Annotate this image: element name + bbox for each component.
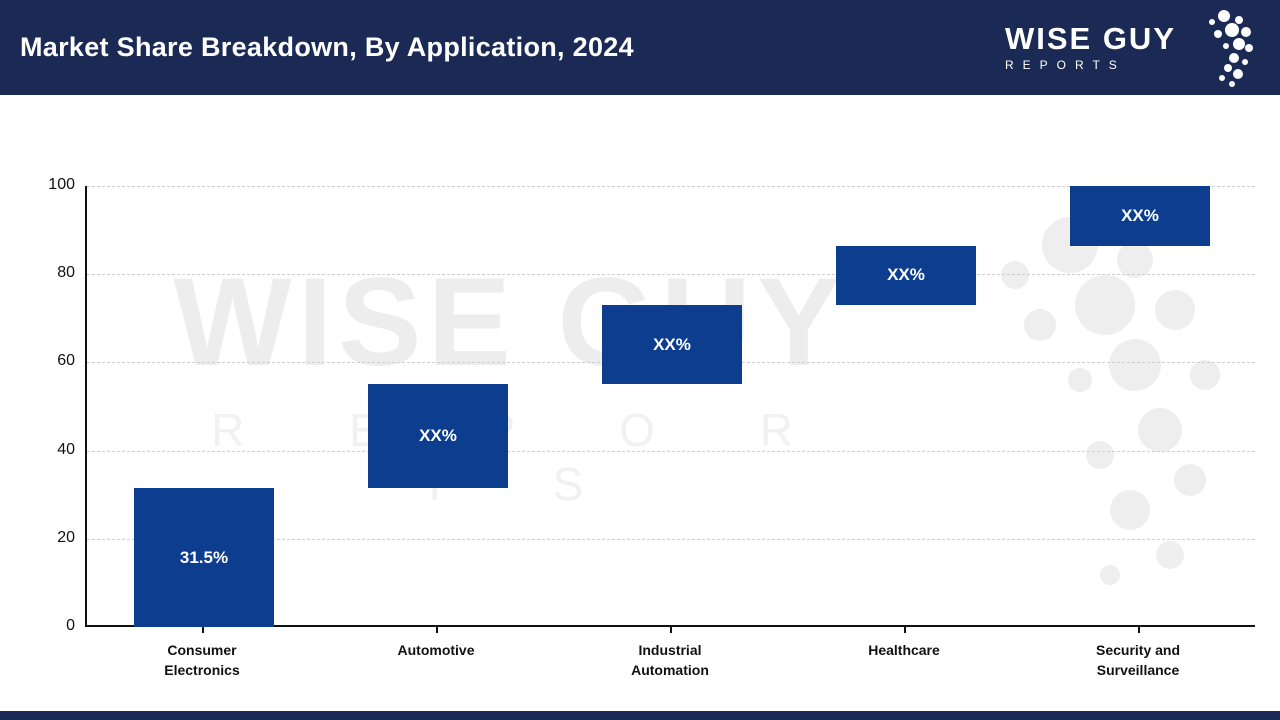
- y-axis-tick-label: 20: [57, 528, 75, 546]
- x-axis-tick: [202, 627, 204, 633]
- bar-value-label: XX%: [419, 426, 457, 446]
- bar-value-label: XX%: [1121, 205, 1159, 225]
- gridline-y-40: [87, 450, 1255, 452]
- page-title: Market Share Breakdown, By Application, …: [20, 32, 634, 62]
- brand-name: WISE GUY: [1004, 21, 1176, 57]
- brand-head-icon: [1209, 9, 1253, 87]
- bar-security-and-surveillance: XX%: [1070, 186, 1210, 246]
- y-axis-tick-label: 40: [57, 440, 75, 458]
- x-axis-category-label: Healthcare: [868, 642, 940, 658]
- x-axis-tick: [904, 627, 906, 633]
- y-axis-tick-label: 100: [48, 176, 75, 193]
- footer-bar: [0, 711, 1280, 720]
- x-axis-category-label: Security and Surveillance: [1095, 642, 1181, 679]
- x-axis-tick: [1138, 627, 1140, 633]
- brand-logo: WISE GUY REPORTS: [1005, 8, 1256, 88]
- y-axis-tick-label: 0: [66, 617, 75, 634]
- y-axis-tick-label: 60: [57, 352, 75, 370]
- x-axis-category-label: Industrial Automation: [631, 642, 709, 679]
- bar-value-label: XX%: [653, 334, 691, 354]
- x-axis-category-label: Consumer Electronics: [164, 642, 240, 679]
- brand-logo-text: WISE GUY REPORTS: [1005, 23, 1176, 72]
- gridline-y-80: [87, 274, 1255, 276]
- plot-area: 31.5% XX% XX% XX% XX%: [85, 186, 1255, 627]
- gridline-y-100: [87, 186, 1255, 187]
- gridline-y-20: [87, 538, 1255, 540]
- bar-value-label: XX%: [887, 265, 925, 285]
- x-axis-tick: [436, 627, 438, 633]
- bar-healthcare: XX%: [836, 245, 976, 306]
- bar-consumer-electronics: 31.5%: [134, 488, 274, 627]
- x-axis-tick: [670, 627, 672, 633]
- y-axis-tick-label: 80: [57, 264, 75, 282]
- bar-industrial-automation: XX%: [602, 305, 742, 385]
- brand-subname: REPORTS: [1004, 57, 1126, 72]
- bar-value-label: 31.5%: [179, 547, 229, 567]
- bar-automotive: XX%: [368, 384, 508, 489]
- x-axis-category-label: Automotive: [397, 642, 475, 658]
- chart-area: WISE GUY R E P O R T S 31.5% XX% XX% XX% XX%…: [0, 95, 1280, 712]
- header: Market Share Breakdown, By Application, …: [0, 0, 1280, 95]
